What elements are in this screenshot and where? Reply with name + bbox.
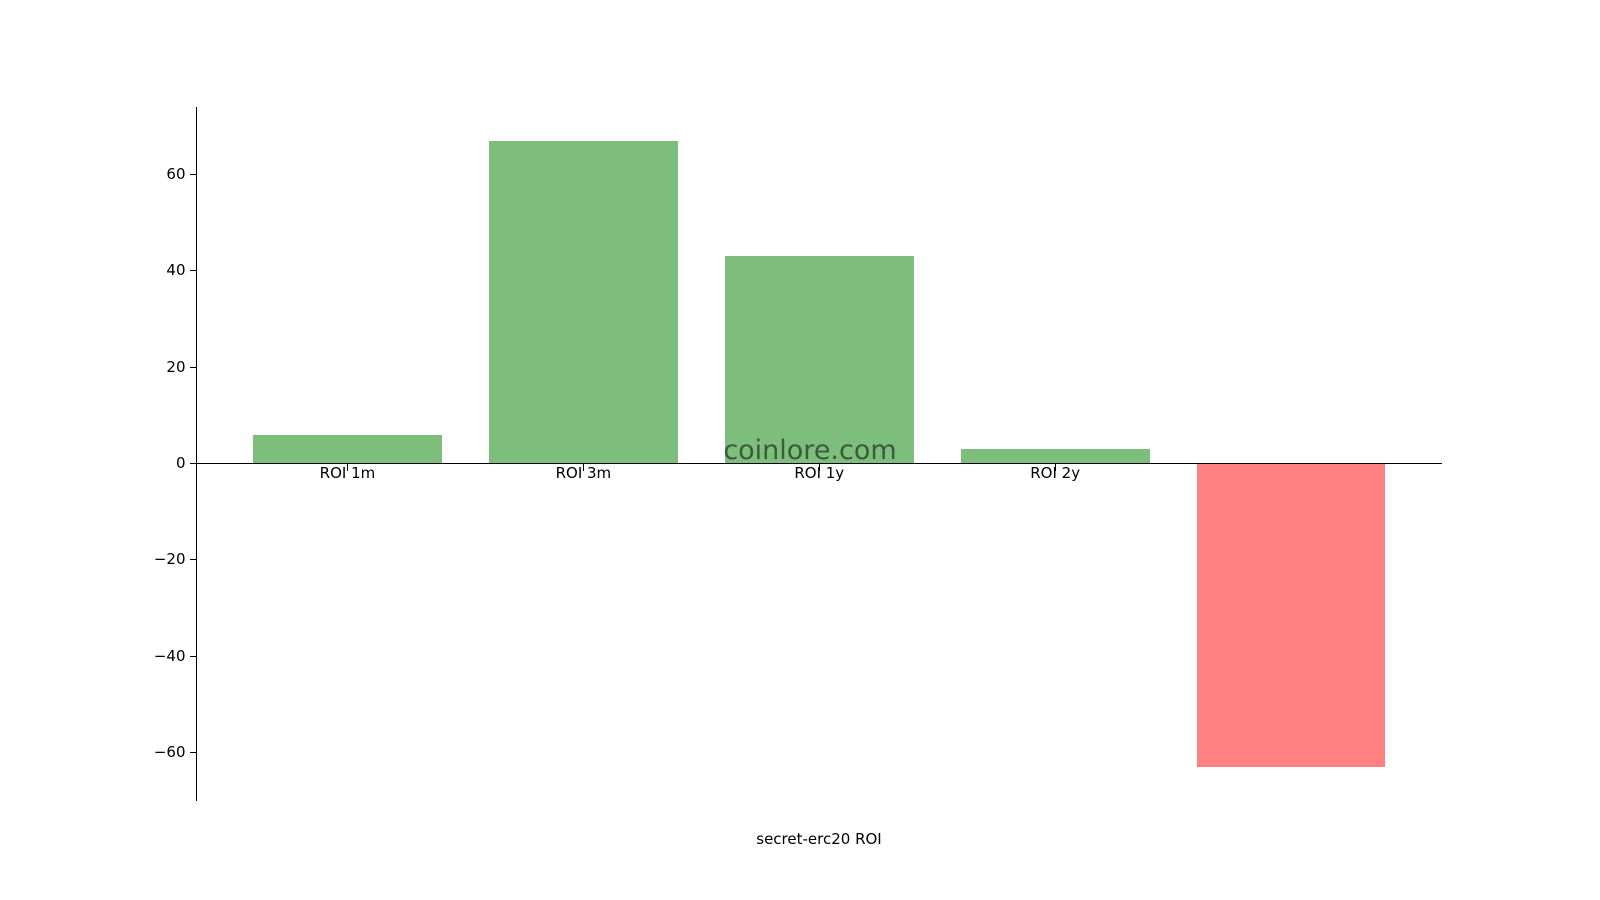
y-tick-60 — [189, 174, 197, 176]
y-tick-label-40: 40 — [166, 261, 186, 280]
y-tick-40 — [189, 270, 197, 272]
x-axis-line — [195, 462, 1442, 465]
y-tick-label-20: 20 — [166, 357, 186, 376]
y-tick--40 — [189, 655, 197, 657]
x-axis-title: secret-erc20 ROI — [756, 830, 882, 848]
x-tick-0 — [346, 463, 349, 471]
x-tick-label-1: ROI 3m — [555, 464, 612, 482]
bar-roi-2y — [960, 449, 1150, 464]
x-tick-label-3: ROI 2y — [1030, 464, 1081, 482]
bar-negative-4 — [1196, 463, 1386, 767]
y-tick-20 — [189, 366, 197, 368]
y-axis-spine — [195, 107, 198, 801]
x-tick-1 — [582, 463, 584, 471]
coinlore-watermark: coinlore.com — [723, 435, 897, 466]
y-tick-label--40: −40 — [153, 646, 186, 665]
x-tick-label-0: ROI 1m — [319, 464, 376, 482]
y-tick-label-0: 0 — [175, 454, 186, 472]
x-tick-3 — [1054, 463, 1056, 471]
y-tick-label--20: −20 — [153, 550, 186, 569]
y-tick-label-60: 60 — [166, 165, 186, 184]
y-tick--60 — [189, 751, 197, 753]
bar-roi-1y — [724, 256, 914, 464]
y-tick--20 — [189, 559, 197, 561]
bar-roi-3m — [489, 140, 678, 464]
bar-roi-1m — [253, 434, 442, 464]
x-tick-label-2: ROI 1y — [794, 464, 845, 482]
x-tick-2 — [818, 463, 820, 471]
y-tick-label--60: −60 — [153, 742, 186, 761]
y-tick-0 — [189, 462, 197, 465]
